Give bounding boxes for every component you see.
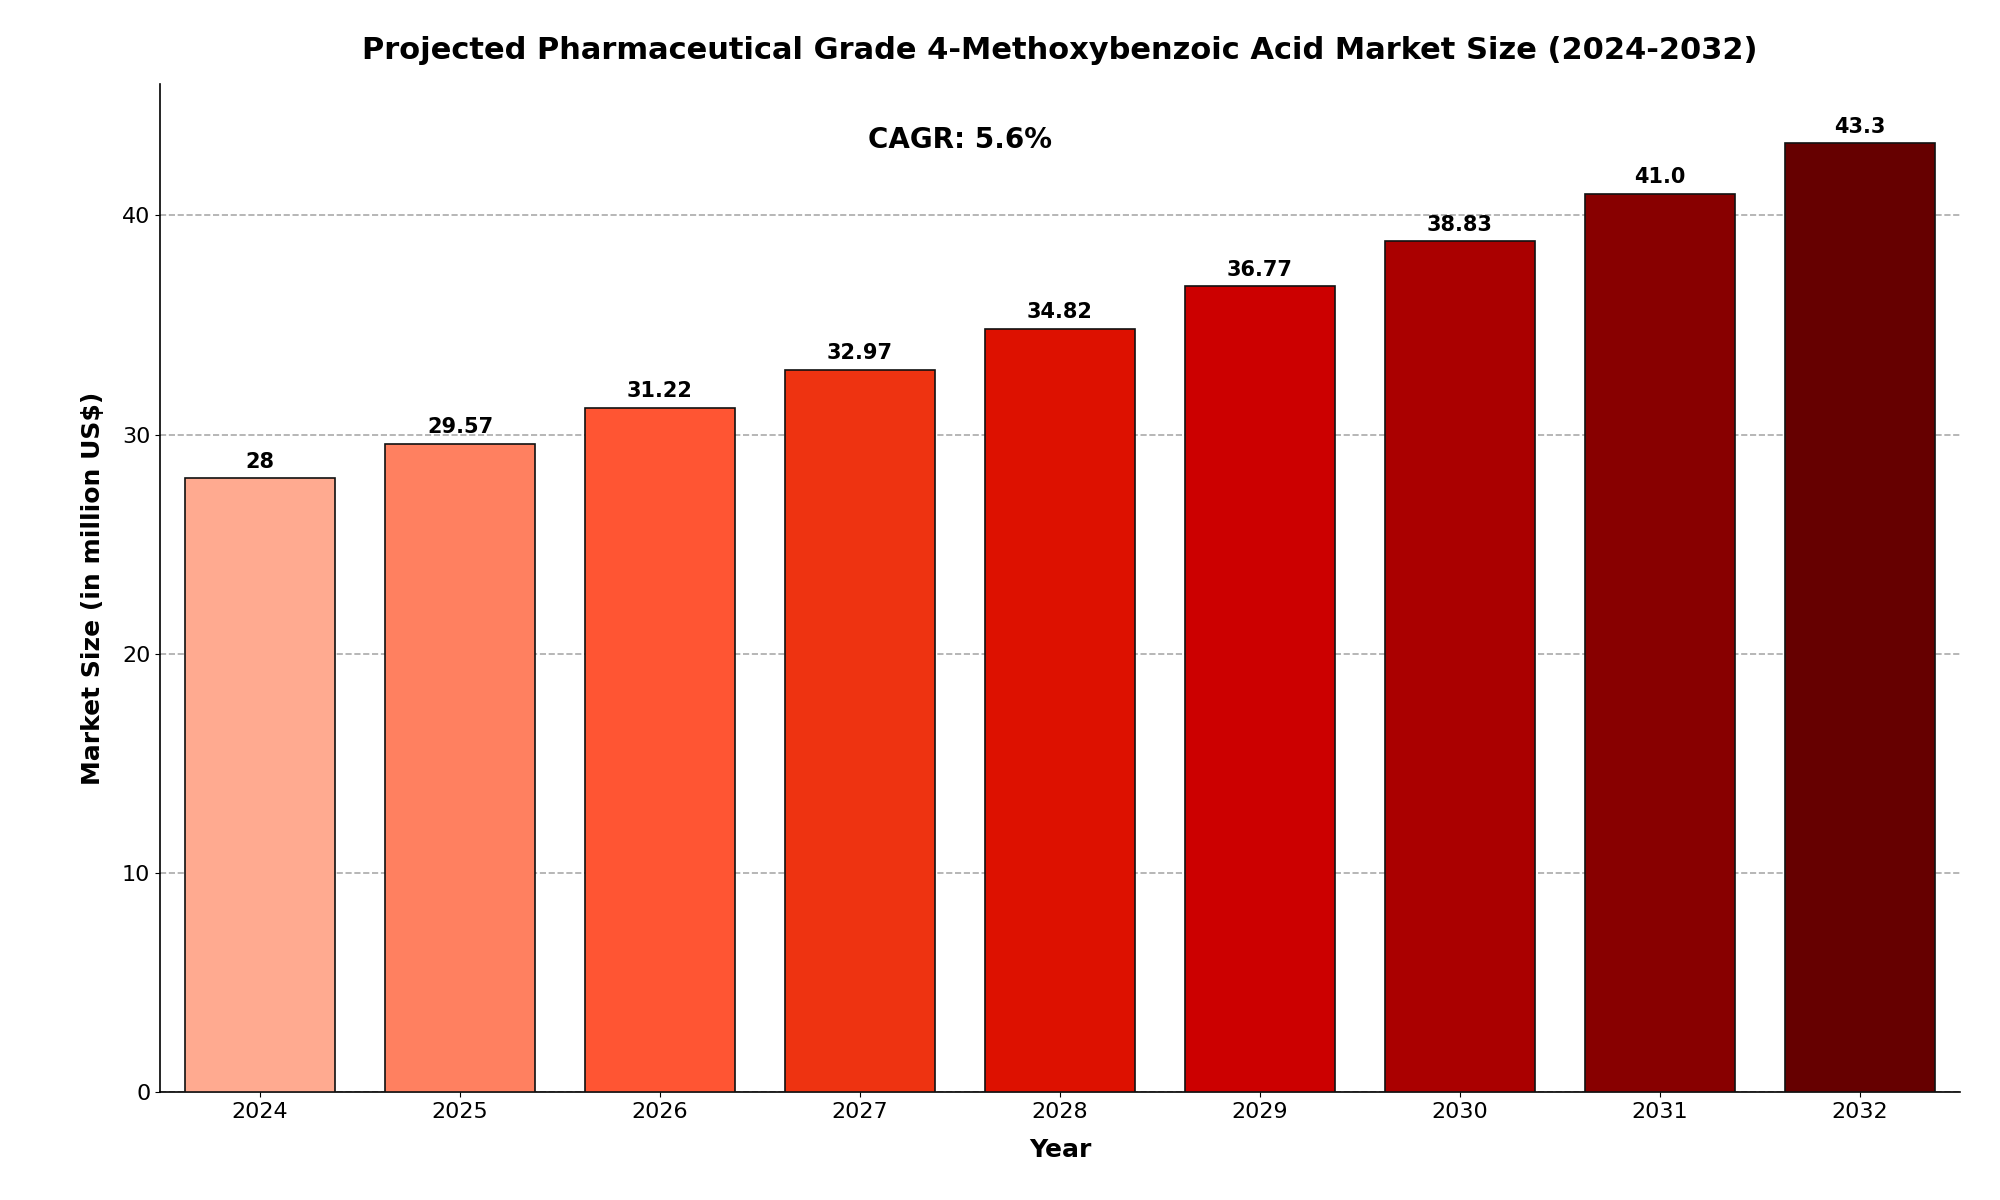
Bar	[584, 408, 736, 1092]
Text: 34.82: 34.82	[1028, 302, 1092, 323]
X-axis label: Year: Year	[1028, 1139, 1092, 1163]
Bar	[1384, 241, 1536, 1092]
Y-axis label: Market Size (in million US$): Market Size (in million US$)	[82, 391, 106, 785]
Text: 38.83: 38.83	[1428, 215, 1492, 234]
Text: 31.22: 31.22	[628, 382, 692, 401]
Bar	[784, 370, 936, 1092]
Text: 32.97: 32.97	[828, 343, 892, 362]
Title: Projected Pharmaceutical Grade 4-Methoxybenzoic Acid Market Size (2024-2032): Projected Pharmaceutical Grade 4-Methoxy…	[362, 36, 1758, 65]
Bar	[1584, 193, 1736, 1092]
Bar	[1786, 143, 1936, 1092]
Bar	[384, 444, 536, 1092]
Text: 43.3: 43.3	[1834, 116, 1886, 137]
Text: CAGR: 5.6%: CAGR: 5.6%	[868, 126, 1052, 154]
Bar	[1184, 287, 1336, 1092]
Text: 41.0: 41.0	[1634, 167, 1686, 187]
Text: 36.77: 36.77	[1228, 259, 1292, 280]
Bar	[984, 329, 1136, 1092]
Bar	[184, 479, 336, 1092]
Text: 29.57: 29.57	[426, 418, 494, 438]
Text: 28: 28	[246, 452, 274, 472]
